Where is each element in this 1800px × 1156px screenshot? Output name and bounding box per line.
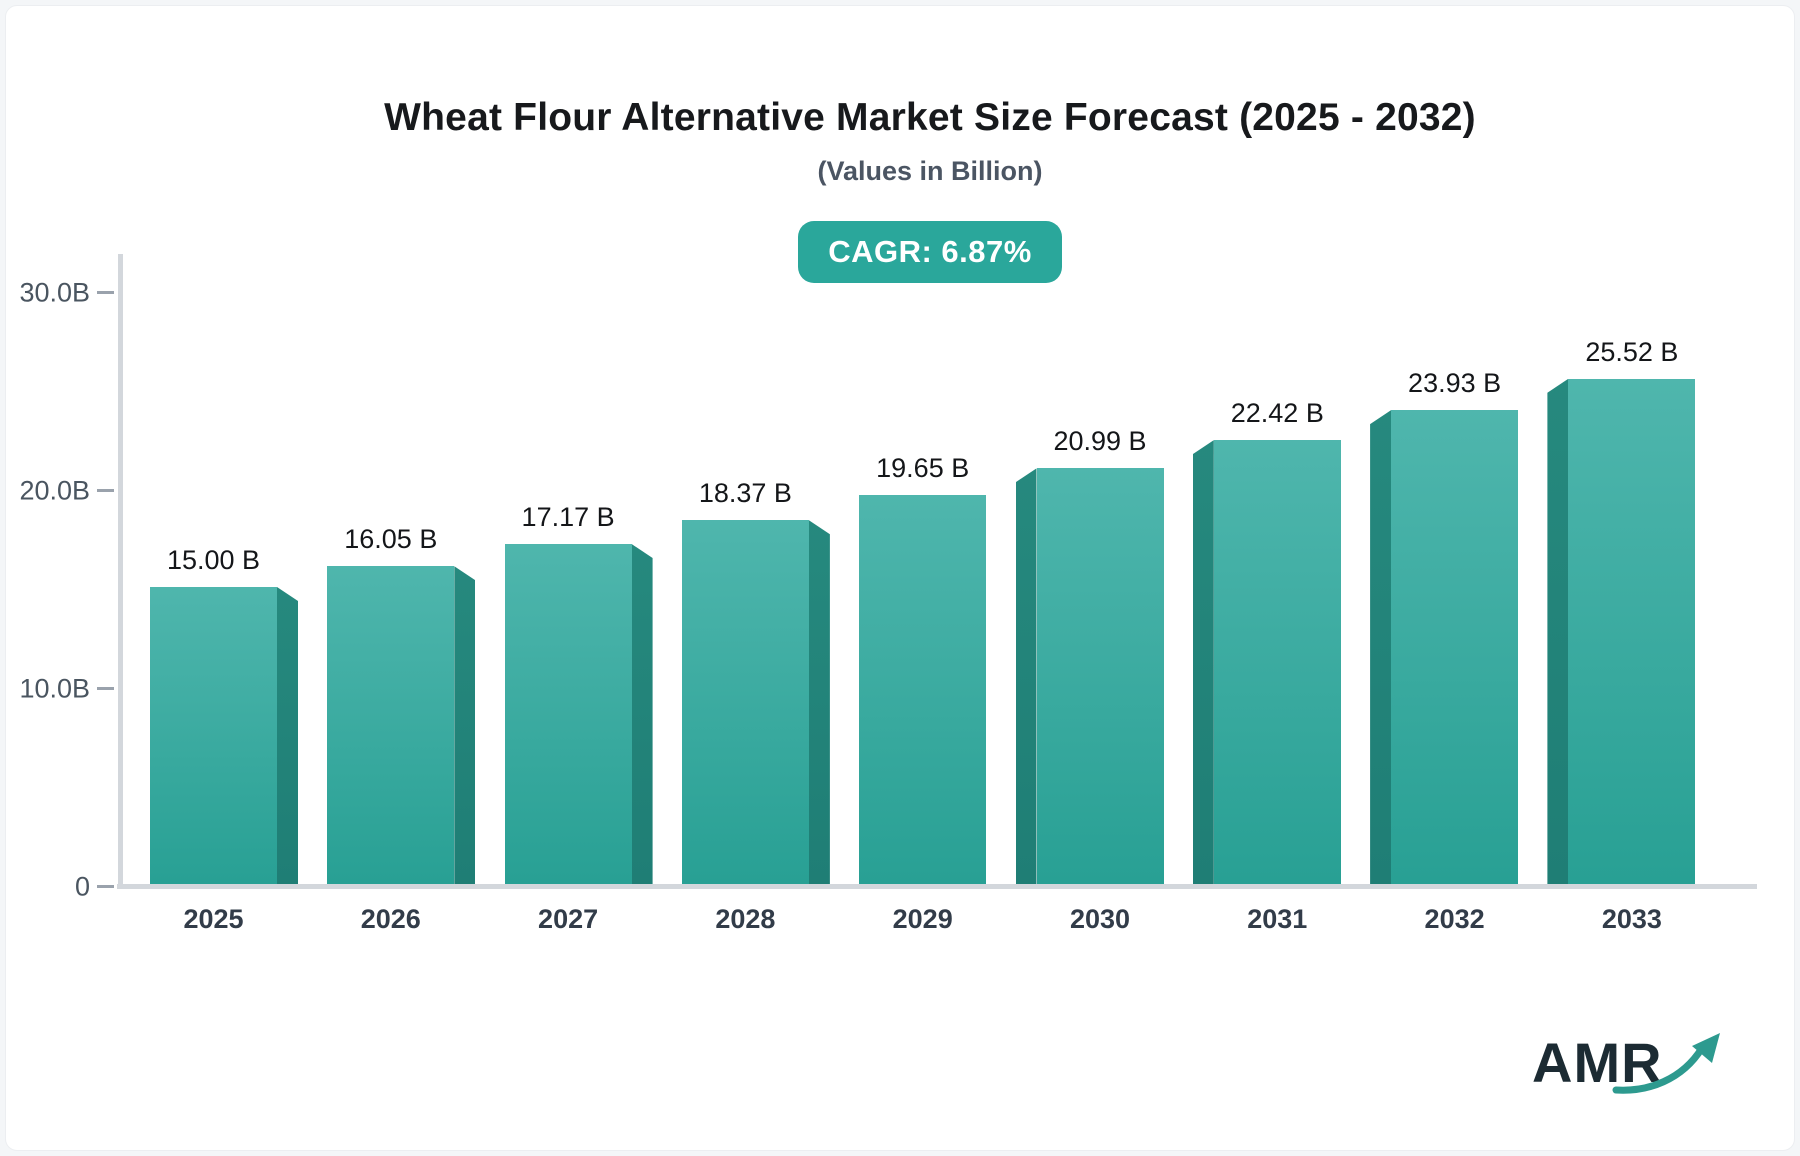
bar-side-panel (808, 520, 830, 884)
bar-value-label: 23.93 B (1408, 368, 1502, 399)
y-tick-dash (97, 291, 114, 294)
logo-text: AMR (1532, 1031, 1663, 1094)
x-axis-label: 2033 (1601, 904, 1662, 934)
bar (859, 494, 987, 884)
bar-value-label: 19.65 B (876, 452, 970, 483)
x-axis-label: 2031 (1247, 904, 1308, 934)
y-tick-dash (97, 687, 114, 690)
bar-side-panel (1547, 378, 1569, 884)
y-tick-label: 20.0B (19, 475, 90, 505)
bar (1213, 440, 1341, 884)
page-title: Wheat Flour Alternative Market Size Fore… (384, 96, 1476, 139)
x-axis-label: 2025 (183, 904, 244, 934)
cagr-badge: CAGR: 6.87% (798, 221, 1062, 283)
x-axis-line (117, 884, 1757, 889)
bar (1568, 378, 1696, 884)
y-tick-label: 0 (74, 871, 90, 901)
x-axis-label: 2029 (892, 904, 953, 934)
bar-value-label: 20.99 B (1053, 426, 1147, 457)
bar-value-label: 25.52 B (1585, 336, 1679, 367)
bar-side-panel (454, 566, 476, 884)
bar-side-panel (1015, 468, 1037, 884)
bar (1036, 468, 1164, 884)
growth-arrow-icon (1612, 1033, 1720, 1094)
amr-logo: AMR (1532, 1030, 1722, 1110)
bar-side-panel (1370, 410, 1392, 884)
bar-value-label: 18.37 B (698, 478, 792, 509)
bar (681, 520, 809, 884)
x-axis-label: 2026 (360, 904, 421, 934)
y-tick-label: 10.0B (19, 673, 90, 703)
x-axis-label: 2030 (1069, 904, 1131, 934)
x-axis-label: 2032 (1424, 904, 1485, 934)
bar (150, 587, 277, 884)
bar-side-panel (631, 544, 653, 884)
page-subtitle: (Values in Billion) (817, 156, 1043, 186)
y-tick-dash (97, 885, 114, 888)
bar (327, 566, 455, 884)
bar-side-panel (1192, 440, 1214, 884)
bar (504, 544, 632, 884)
bar-value-label: 17.17 B (521, 502, 615, 533)
x-axis-label: 2028 (715, 904, 776, 934)
y-axis-line (118, 254, 123, 889)
bar (1391, 410, 1519, 884)
y-tick-dash (97, 489, 114, 492)
x-axis-label: 2027 (538, 904, 599, 934)
bar-value-label: 15.00 B (166, 545, 261, 575)
bar-side-panel (277, 587, 298, 884)
y-tick-label: 30.0B (19, 277, 90, 307)
bar-value-label: 16.05 B (344, 524, 438, 555)
bar-value-label: 22.42 B (1230, 398, 1324, 429)
chart-header: Wheat Flour Alternative Market Size Fore… (105, 0, 1755, 283)
